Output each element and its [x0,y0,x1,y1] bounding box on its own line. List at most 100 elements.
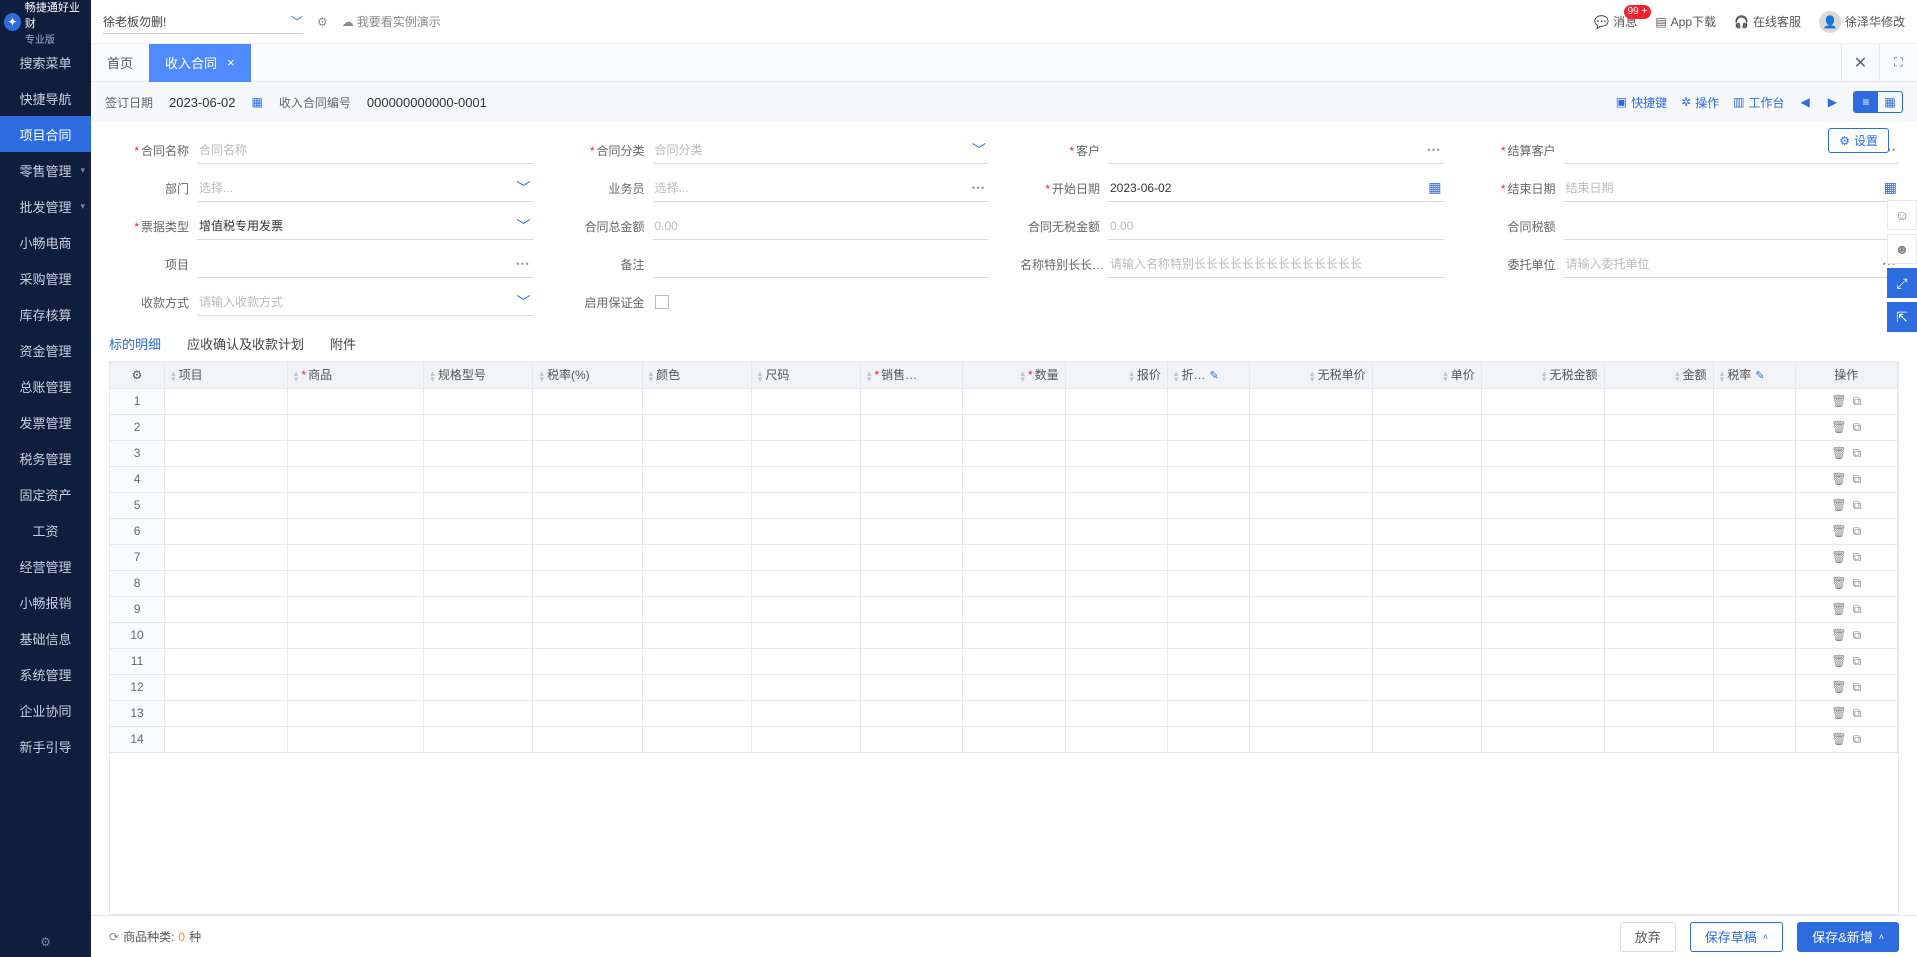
column-header-11[interactable]: ▴▾无税单价 [1249,362,1372,388]
copy-icon[interactable]: ⧉ [1853,628,1862,642]
sidebar-item-1[interactable]: 快捷导航 [0,80,91,116]
copy-icon[interactable]: ⧉ [1853,498,1862,512]
table-row[interactable]: 2🗑⧉ [110,414,1898,440]
contract-name-input[interactable]: 合同名称 [197,136,533,164]
sidebar-item-19[interactable]: 新手引导 [0,728,91,764]
sidebar-item-17[interactable]: 系统管理 [0,656,91,692]
start-date-input[interactable]: 2023-06-02▦ [1108,174,1444,202]
copy-icon[interactable]: ⧉ [1853,602,1862,616]
shortcuts-button[interactable]: ▣ 快捷键 [1616,94,1667,111]
detail-tab-2[interactable]: 附件 [330,334,356,357]
table-row[interactable]: 6🗑⧉ [110,518,1898,544]
refresh-icon[interactable]: ⟳ [109,930,119,944]
column-header-8[interactable]: ▴▾*数量 [963,362,1065,388]
sidebar-item-8[interactable]: 资金管理 [0,332,91,368]
tax-total-input[interactable] [1564,212,1900,240]
abandon-button[interactable]: 放弃 [1620,922,1676,952]
delete-icon[interactable]: 🗑 [1831,420,1846,434]
settings-button[interactable]: ⚙ 设置 [1828,128,1889,153]
side-rail-robot[interactable]: ☺ [1887,200,1917,230]
sidebar-item-11[interactable]: 税务管理 [0,440,91,476]
table-row[interactable]: 14🗑⧉ [110,726,1898,752]
table-row[interactable]: 8🗑⧉ [110,570,1898,596]
view-list-button[interactable]: ≡ [1854,92,1878,112]
copy-icon[interactable]: ⧉ [1853,524,1862,538]
dept-select[interactable]: 选择...﹀ [197,174,533,202]
delete-icon[interactable]: 🗑 [1831,446,1846,460]
copy-icon[interactable]: ⧉ [1853,446,1862,460]
delete-icon[interactable]: 🗑 [1831,732,1846,746]
column-header-14[interactable]: ▴▾金额 [1604,362,1713,388]
detail-tab-1[interactable]: 应收确认及收款计划 [187,334,304,357]
sidebar-item-18[interactable]: 企业协同 [0,692,91,728]
copy-icon[interactable]: ⧉ [1853,706,1862,720]
table-row[interactable]: 3🗑⧉ [110,440,1898,466]
end-date-input[interactable]: 结束日期▦ [1564,174,1900,202]
table-row[interactable]: 1🗑⧉ [110,388,1898,414]
delete-icon[interactable]: 🗑 [1831,394,1846,408]
copy-icon[interactable]: ⧉ [1853,732,1862,746]
column-header-13[interactable]: ▴▾无税金额 [1481,362,1604,388]
messages-button[interactable]: 💬 消息 99 + [1594,13,1637,30]
table-row[interactable]: 12🗑⧉ [110,674,1898,700]
app-download-button[interactable]: ▤ App下载 [1655,13,1716,30]
sidebar-item-15[interactable]: 小畅报销 [0,584,91,620]
sidebar-item-5[interactable]: 小畅电商 [0,224,91,260]
column-header-10[interactable]: ▴▾折…✎ [1167,362,1249,388]
deposit-checkbox[interactable] [655,295,669,309]
tab-1[interactable]: 收入合同× [149,44,251,82]
sidebar-item-6[interactable]: 采购管理 [0,260,91,296]
entrust-lookup[interactable]: 请输入委托单位⋯ [1564,250,1900,278]
sidebar-item-12[interactable]: 固定资产 [0,476,91,512]
delete-icon[interactable]: 🗑 [1831,654,1846,668]
view-card-button[interactable]: ▦ [1878,92,1902,112]
sidebar-item-13[interactable]: 工资 [0,512,91,548]
delete-icon[interactable]: 🗑 [1831,524,1846,538]
contract-category-select[interactable]: 合同分类﹀ [653,136,989,164]
pay-method-select[interactable]: 请输入收款方式﹀ [197,288,533,316]
delete-icon[interactable]: 🗑 [1831,680,1846,694]
table-row[interactable]: 13🗑⧉ [110,700,1898,726]
close-icon[interactable]: × [227,55,235,70]
long-name-input[interactable]: 请输入名称特别长长长长长长长长长长长长长长 [1108,250,1444,278]
save-and-new-button[interactable]: 保存&新增˄ [1797,922,1899,952]
column-header-3[interactable]: ▴▾规格型号 [424,362,533,388]
copy-icon[interactable]: ⧉ [1853,420,1862,434]
side-rail-expand[interactable]: ⤢ [1887,268,1917,298]
user-menu[interactable]: 👤 徐泽华修改 [1819,11,1905,33]
side-rail-share[interactable]: ⇱ [1887,302,1917,332]
copy-icon[interactable]: ⧉ [1853,680,1862,694]
delete-icon[interactable]: 🗑 [1831,628,1846,642]
sign-date-value[interactable]: 2023-06-02 [169,95,236,110]
column-header-6[interactable]: ▴▾尺码 [751,362,860,388]
online-service-button[interactable]: 🎧 在线客服 [1734,13,1801,30]
table-row[interactable]: 10🗑⧉ [110,622,1898,648]
remark-input[interactable] [653,250,989,278]
salesman-lookup[interactable]: 选择...⋯ [653,174,989,202]
column-header-16[interactable]: 操作 [1795,362,1897,388]
copy-icon[interactable]: ⧉ [1853,472,1862,486]
invoice-type-select[interactable]: 增值税专用发票﹀ [197,212,533,240]
column-header-4[interactable]: ▴▾税率(%) [533,362,642,388]
tab-0[interactable]: 首页 [91,44,149,82]
save-draft-button[interactable]: 保存草稿˄ [1690,922,1783,952]
workbench-button[interactable]: ▥ 工作台 [1733,94,1784,111]
header-settings-icon[interactable]: ⚙ [317,15,328,29]
table-row[interactable]: 7🗑⧉ [110,544,1898,570]
sidebar-item-3[interactable]: 零售管理▾ [0,152,91,188]
column-header-12[interactable]: ▴▾单价 [1372,362,1481,388]
detail-tab-0[interactable]: 标的明细 [109,334,161,357]
side-rail-help[interactable]: ☻ [1887,234,1917,264]
sidebar-item-4[interactable]: 批发管理▾ [0,188,91,224]
copy-icon[interactable]: ⧉ [1853,394,1862,408]
table-row[interactable]: 5🗑⧉ [110,492,1898,518]
fullscreen-button[interactable]: ⛶ [1879,44,1917,82]
column-header-15[interactable]: ▴▾税率✎ [1713,362,1795,388]
table-row[interactable]: 11🗑⧉ [110,648,1898,674]
column-header-1[interactable]: ▴▾项目 [165,362,288,388]
customer-lookup[interactable]: ⋯ [1108,136,1444,164]
table-row[interactable]: 9🗑⧉ [110,596,1898,622]
delete-icon[interactable]: 🗑 [1831,472,1846,486]
copy-icon[interactable]: ⧉ [1853,576,1862,590]
delete-icon[interactable]: 🗑 [1831,602,1846,616]
